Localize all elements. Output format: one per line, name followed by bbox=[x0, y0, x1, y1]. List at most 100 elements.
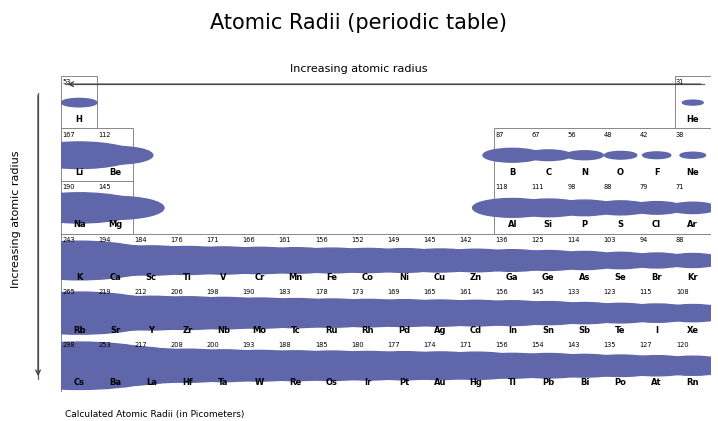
Text: 174: 174 bbox=[423, 342, 436, 348]
Text: 208: 208 bbox=[170, 342, 183, 348]
Text: B: B bbox=[509, 168, 516, 177]
Text: V: V bbox=[220, 273, 227, 282]
Ellipse shape bbox=[586, 252, 656, 269]
Ellipse shape bbox=[511, 199, 586, 217]
Text: Co: Co bbox=[362, 273, 374, 282]
Ellipse shape bbox=[506, 250, 590, 270]
Text: Increasing atomic radius: Increasing atomic radius bbox=[11, 150, 21, 288]
Ellipse shape bbox=[618, 304, 695, 322]
Text: N: N bbox=[581, 168, 588, 177]
Text: Cl: Cl bbox=[652, 221, 661, 229]
Ellipse shape bbox=[656, 304, 718, 322]
Text: 166: 166 bbox=[243, 237, 255, 243]
Text: 265: 265 bbox=[62, 290, 75, 296]
Text: 171: 171 bbox=[460, 342, 472, 348]
Ellipse shape bbox=[0, 241, 161, 280]
Text: 67: 67 bbox=[531, 131, 540, 138]
Text: 161: 161 bbox=[460, 290, 472, 296]
Text: Mn: Mn bbox=[289, 273, 303, 282]
Text: 79: 79 bbox=[640, 184, 648, 190]
Text: Fe: Fe bbox=[326, 273, 337, 282]
Text: 200: 200 bbox=[207, 342, 219, 348]
Text: Sn: Sn bbox=[542, 326, 554, 335]
Ellipse shape bbox=[625, 253, 689, 268]
Text: C: C bbox=[545, 168, 551, 177]
Text: 188: 188 bbox=[279, 342, 292, 348]
Text: Xe: Xe bbox=[687, 326, 699, 335]
Text: Kr: Kr bbox=[687, 273, 698, 282]
Text: 71: 71 bbox=[676, 184, 684, 190]
Text: 156: 156 bbox=[495, 342, 508, 348]
Text: 154: 154 bbox=[531, 342, 544, 348]
Text: 156: 156 bbox=[314, 237, 327, 243]
Text: Ru: Ru bbox=[325, 326, 338, 335]
Text: 31: 31 bbox=[676, 79, 684, 85]
Ellipse shape bbox=[540, 303, 629, 324]
Ellipse shape bbox=[653, 356, 718, 375]
Text: 169: 169 bbox=[387, 290, 399, 296]
Text: 193: 193 bbox=[243, 342, 255, 348]
Text: He: He bbox=[686, 115, 699, 124]
Ellipse shape bbox=[643, 152, 671, 159]
Text: Ti: Ti bbox=[183, 273, 192, 282]
Text: 253: 253 bbox=[98, 342, 111, 348]
Ellipse shape bbox=[117, 349, 257, 382]
Ellipse shape bbox=[460, 353, 565, 378]
Ellipse shape bbox=[682, 100, 703, 105]
Ellipse shape bbox=[195, 350, 325, 381]
Text: 103: 103 bbox=[604, 237, 616, 243]
Text: Ta: Ta bbox=[218, 378, 228, 387]
Text: I: I bbox=[655, 326, 658, 335]
Text: 190: 190 bbox=[62, 184, 75, 190]
Text: 190: 190 bbox=[243, 290, 255, 296]
Text: Pd: Pd bbox=[398, 326, 410, 335]
Text: 125: 125 bbox=[531, 237, 544, 243]
Text: Re: Re bbox=[289, 378, 302, 387]
Text: 165: 165 bbox=[423, 290, 436, 296]
Text: Sc: Sc bbox=[146, 273, 157, 282]
Text: Si: Si bbox=[544, 221, 553, 229]
Ellipse shape bbox=[234, 298, 358, 328]
Text: Sb: Sb bbox=[579, 326, 590, 335]
Text: Hg: Hg bbox=[470, 378, 482, 387]
Ellipse shape bbox=[483, 148, 541, 162]
Text: 143: 143 bbox=[567, 342, 580, 348]
Text: F: F bbox=[654, 168, 660, 177]
Text: Ir: Ir bbox=[364, 378, 371, 387]
Text: 120: 120 bbox=[676, 342, 689, 348]
Text: As: As bbox=[579, 273, 590, 282]
Text: 156: 156 bbox=[495, 290, 508, 296]
Ellipse shape bbox=[385, 300, 495, 326]
Ellipse shape bbox=[391, 249, 489, 272]
Text: 135: 135 bbox=[604, 342, 616, 348]
Text: Ga: Ga bbox=[506, 273, 518, 282]
Text: 177: 177 bbox=[387, 342, 400, 348]
Ellipse shape bbox=[551, 200, 617, 216]
Text: Rb: Rb bbox=[73, 326, 85, 335]
Ellipse shape bbox=[500, 301, 597, 325]
Text: 133: 133 bbox=[567, 290, 580, 296]
Ellipse shape bbox=[15, 193, 143, 223]
Text: Ne: Ne bbox=[686, 168, 699, 177]
Text: Rn: Rn bbox=[686, 378, 699, 387]
Text: 56: 56 bbox=[567, 131, 576, 138]
Ellipse shape bbox=[269, 351, 394, 381]
Ellipse shape bbox=[381, 352, 498, 380]
Text: 152: 152 bbox=[351, 237, 363, 243]
Text: La: La bbox=[146, 378, 157, 387]
Text: 136: 136 bbox=[495, 237, 508, 243]
Text: Zr: Zr bbox=[182, 326, 192, 335]
Text: 145: 145 bbox=[98, 184, 111, 190]
Ellipse shape bbox=[166, 247, 281, 274]
Ellipse shape bbox=[663, 253, 718, 267]
Text: Cu: Cu bbox=[434, 273, 446, 282]
Text: 194: 194 bbox=[98, 237, 111, 243]
Ellipse shape bbox=[317, 248, 419, 272]
Text: K: K bbox=[76, 273, 83, 282]
Bar bbox=[61, 76, 97, 128]
Ellipse shape bbox=[579, 304, 662, 323]
Ellipse shape bbox=[605, 152, 637, 159]
Text: 111: 111 bbox=[531, 184, 544, 190]
Text: 184: 184 bbox=[134, 237, 147, 243]
Text: Nb: Nb bbox=[217, 326, 230, 335]
